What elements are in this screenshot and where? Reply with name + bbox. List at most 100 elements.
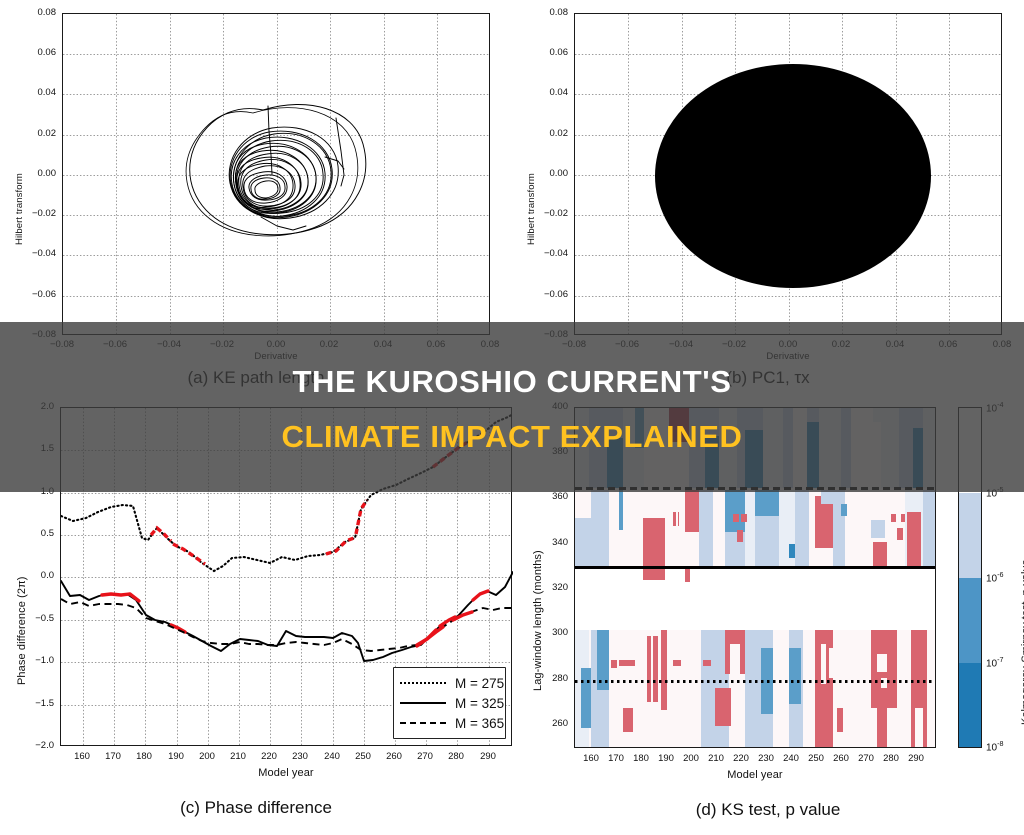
legend-label: M = 325 [455, 695, 505, 711]
heat-cell [581, 668, 591, 728]
axis-tick: 170 [608, 753, 624, 764]
colorbar-tick-exp: -4 [997, 400, 1004, 409]
panel-a-xlabel: Derivative [254, 351, 298, 362]
heat-cell [623, 408, 635, 488]
heat-cell [661, 630, 667, 710]
heat-cell [741, 514, 747, 522]
axis-tick: 0.5 [40, 528, 54, 539]
heat-cell [837, 708, 843, 732]
axis-tick: 250 [355, 751, 371, 762]
axis-tick: 220 [261, 751, 277, 762]
axis-tick: −0.08 [49, 339, 75, 350]
heat-cell [647, 636, 651, 702]
heat-cell [927, 630, 935, 747]
panel-a-caption: (a) KE path length [187, 368, 325, 387]
heat-cell [877, 654, 887, 672]
heat-cell [685, 568, 690, 582]
axis-tick: −0.02 [209, 339, 235, 350]
axis-tick: 180 [633, 753, 649, 764]
legend-label: M = 365 [455, 715, 505, 731]
heat-cell [829, 648, 833, 678]
heat-cell [793, 408, 807, 488]
gridline [384, 14, 385, 334]
panel-a-plot-area [62, 13, 490, 335]
axis-tick: 270 [858, 753, 874, 764]
gridline [63, 94, 489, 95]
heat-cell [845, 490, 871, 568]
heat-cell [745, 490, 755, 568]
gridline [628, 14, 629, 334]
heat-cell [715, 688, 731, 726]
gridline [301, 408, 302, 745]
panel-b-xlabel: Derivative [766, 351, 810, 362]
heat-cell [589, 408, 607, 488]
heat-cell [733, 514, 739, 522]
heat-cell [841, 408, 851, 488]
axis-tick: −0.04 [668, 339, 694, 350]
colorbar-tick: 10-5 [986, 485, 1004, 499]
colorbar-segment [959, 408, 981, 493]
heat-cell [821, 644, 826, 684]
panel-a: 0.08 0.06 0.04 0.02 0.00 −0.02 −0.04 −0.… [0, 0, 512, 400]
gridline [575, 296, 1001, 297]
gridline [330, 14, 331, 334]
heat-cell [887, 708, 897, 747]
gridline [63, 135, 489, 136]
axis-tick: 210 [708, 753, 724, 764]
heat-cell [755, 490, 779, 516]
heat-cell [643, 518, 665, 568]
heat-cell [913, 428, 923, 488]
axis-tick: 0.0 [40, 570, 54, 581]
panel-b-ylabel: Hilbert transform [526, 173, 537, 245]
axis-tick: 0.02 [37, 128, 57, 139]
gridline [61, 577, 511, 578]
axis-tick: 380 [552, 446, 568, 457]
axis-tick: −0.06 [102, 339, 128, 350]
gridline [63, 255, 489, 256]
gridline [114, 408, 115, 745]
axis-tick: 0.08 [480, 339, 500, 350]
heat-cell [689, 408, 705, 488]
axis-tick: 0.00 [37, 168, 57, 179]
heat-cell [644, 408, 666, 488]
heat-cell [807, 408, 819, 422]
panel-d-caption: (d) KS test, p value [695, 800, 841, 819]
gridline [61, 493, 511, 494]
heat-cell [815, 496, 833, 548]
axis-tick: 0.08 [992, 339, 1012, 350]
axis-tick: −0.02 [721, 339, 747, 350]
heat-cell [619, 660, 635, 666]
gridline [437, 14, 438, 334]
panel-a-orbit-trace [185, 104, 367, 237]
axis-tick: 220 [733, 753, 749, 764]
heat-cell [705, 408, 719, 436]
axis-tick: 240 [324, 751, 340, 762]
heat-cell [897, 528, 903, 540]
colorbar-tick-base: 10 [986, 573, 998, 585]
heat-cell [873, 542, 887, 566]
heat-cell [789, 544, 797, 558]
heat-cell [575, 518, 591, 568]
axis-tick: 280 [552, 673, 568, 684]
heat-cell [635, 408, 644, 448]
axis-tick: −0.04 [31, 248, 56, 259]
heat-cell [773, 630, 789, 747]
axis-tick: −0.04 [156, 339, 182, 350]
axis-tick: 400 [552, 401, 568, 412]
axis-tick: 1.0 [40, 486, 54, 497]
heat-cell [815, 630, 833, 747]
axis-tick: 190 [168, 751, 184, 762]
gridline [208, 408, 209, 745]
heat-cell [635, 448, 644, 488]
colorbar-segment [959, 493, 981, 578]
heat-cell [737, 530, 743, 542]
gridline [170, 14, 171, 334]
axis-tick: 0.00 [549, 168, 569, 179]
axis-tick: 180 [136, 751, 152, 762]
panel-c-ylabel: Phase difference (2π) [16, 576, 28, 685]
heat-cell [907, 512, 921, 568]
axis-tick: 290 [480, 751, 496, 762]
panel-a-ylabel: Hilbert transform [14, 173, 25, 245]
axis-tick: 0.00 [778, 339, 798, 350]
